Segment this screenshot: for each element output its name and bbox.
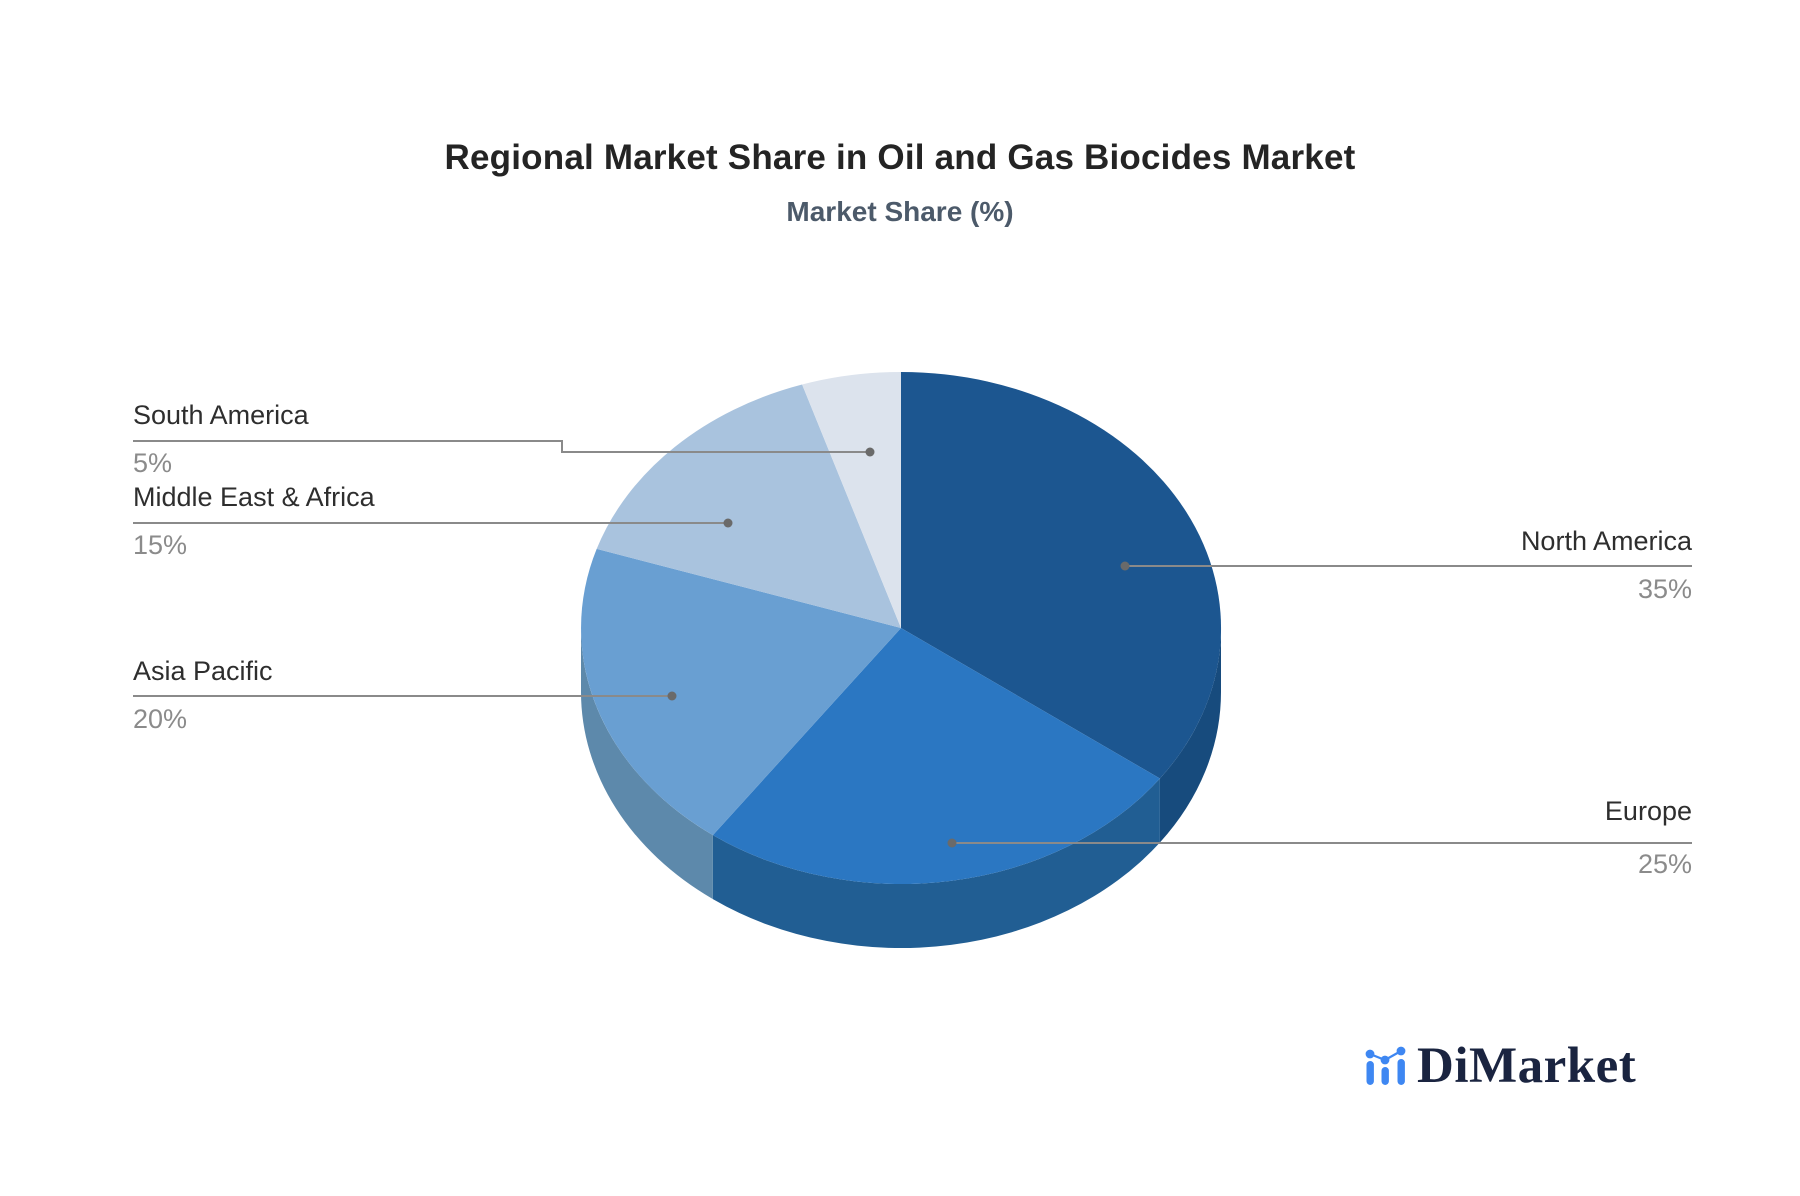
value-europe: 25%	[1637, 849, 1692, 879]
pie-slice-side-north-america	[1159, 628, 1221, 843]
pie-slice-side-europe	[712, 778, 1160, 949]
connector-south-america	[133, 440, 866, 453]
chart-title: Regional Market Share in Oil and Gas Bio…	[444, 138, 1356, 177]
label-south-america: South America	[133, 400, 309, 430]
value-south-america: 5%	[133, 448, 173, 478]
logo-text: DiMarket	[1417, 1038, 1637, 1094]
chart-subtitle: Market Share (%)	[786, 196, 1014, 227]
pie-slice-north-america[interactable]	[901, 372, 1222, 779]
pie-slice-asia-pacific[interactable]	[581, 548, 901, 836]
connector-dot-middle-east-africa	[723, 518, 733, 528]
pie-slice-middle-east-africa[interactable]	[596, 384, 901, 629]
pie-slice-europe[interactable]	[712, 628, 1160, 885]
pie-slice-south-america[interactable]	[802, 372, 901, 628]
value-middle-east-africa: 15%	[133, 530, 188, 560]
logo: DiMarket	[1364, 1038, 1636, 1094]
pie-slice-side-asia-pacific	[581, 628, 713, 900]
label-middle-east-africa: Middle East & Africa	[133, 482, 375, 512]
connector-dot-asia-pacific	[667, 691, 677, 701]
label-europe: Europe	[1604, 796, 1692, 826]
connector-dot-europe	[947, 838, 957, 848]
value-asia-pacific: 20%	[133, 704, 188, 734]
value-north-america: 35%	[1637, 574, 1692, 604]
connector-dot-north-america	[1120, 561, 1130, 571]
label-asia-pacific: Asia Pacific	[133, 656, 273, 686]
connector-dot-south-america	[865, 447, 875, 457]
label-north-america: North America	[1520, 526, 1692, 556]
bar-chart-trend-icon	[1365, 1046, 1406, 1085]
